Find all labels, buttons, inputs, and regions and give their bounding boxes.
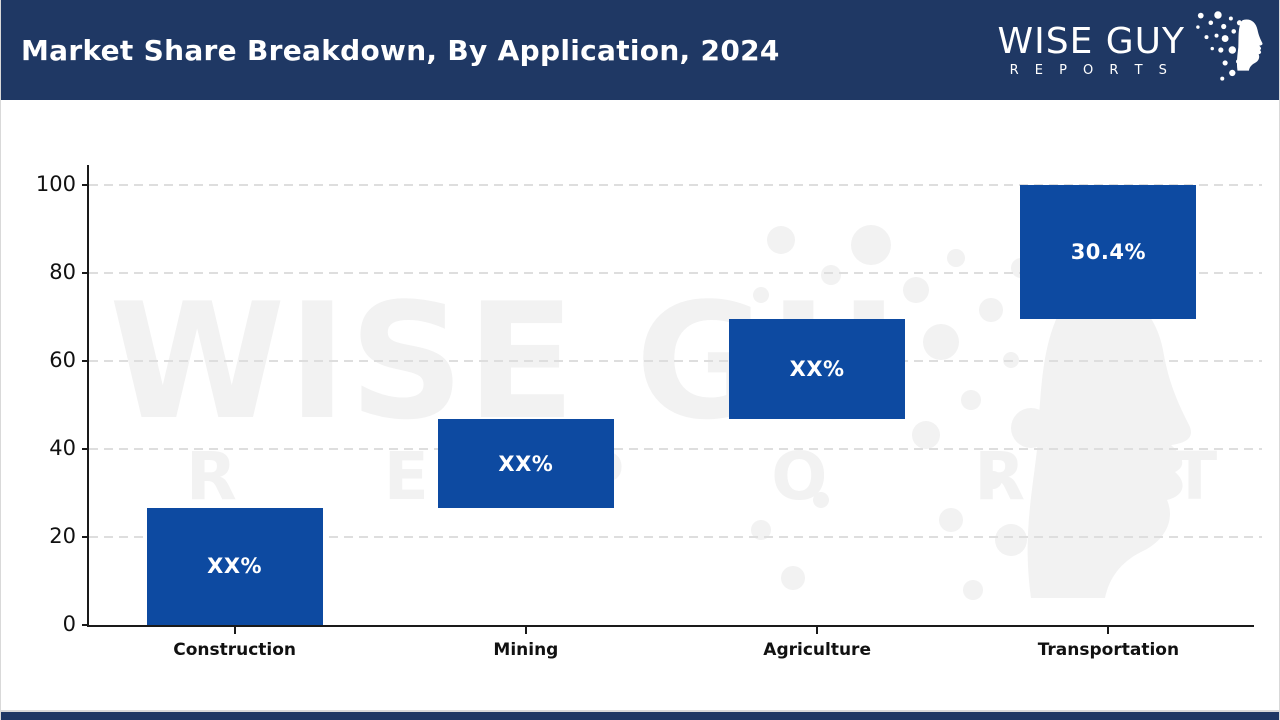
logo-subtext: R E P O R T S (1009, 62, 1173, 78)
y-tick-label-20: 20 (49, 524, 76, 548)
x-tick-mining (524, 627, 527, 634)
bar-label-construction: XX% (207, 554, 263, 579)
x-tick-agriculture (816, 627, 819, 634)
x-tick-label-construction: Construction (173, 640, 297, 660)
y-tick-label-40: 40 (49, 436, 76, 460)
wiseguy-logo: WISE GUY R E P O R T S (998, 7, 1268, 93)
gridline-y-100 (89, 184, 1262, 186)
x-axis-line (87, 625, 1254, 627)
x-tick-label-transportation: Transportation (1037, 640, 1180, 660)
y-tick-40 (82, 448, 89, 450)
y-tick-80 (82, 272, 89, 274)
gridline-y-20 (89, 536, 1262, 538)
bar-transportation: 30.4% (1020, 185, 1197, 319)
chart-title: Market Share Breakdown, By Application, … (21, 33, 780, 67)
y-tick-label-100: 100 (35, 172, 76, 196)
y-tick-label-0: 0 (62, 612, 76, 636)
x-tick-label-agriculture: Agriculture (763, 640, 871, 660)
bar-mining: XX% (437, 419, 614, 508)
y-tick-60 (82, 360, 89, 362)
y-tick-label-60: 60 (49, 348, 76, 372)
logo-face-icon (1196, 11, 1263, 81)
bar-label-transportation: 30.4% (1070, 239, 1147, 264)
bar-agriculture: XX% (729, 318, 906, 420)
gridline-y-80 (89, 272, 1262, 274)
y-axis-line (87, 165, 89, 627)
x-tick-construction (233, 627, 236, 634)
logo-wordmark: WISE GUY (997, 20, 1185, 62)
y-tick-0 (82, 624, 89, 626)
gridline-y-40 (89, 448, 1262, 450)
gridline-y-60 (89, 360, 1262, 362)
y-tick-20 (82, 536, 89, 538)
header: Market Share Breakdown, By Application, … (1, 0, 1279, 100)
x-tick-transportation (1107, 627, 1110, 634)
bar-label-agriculture: XX% (789, 356, 845, 381)
footer-bar (1, 710, 1279, 720)
x-tick-label-mining: Mining (493, 640, 559, 660)
bar-label-mining: XX% (498, 451, 554, 476)
y-tick-100 (82, 184, 89, 186)
bar-construction: XX% (146, 507, 323, 625)
y-tick-label-80: 80 (49, 260, 76, 284)
